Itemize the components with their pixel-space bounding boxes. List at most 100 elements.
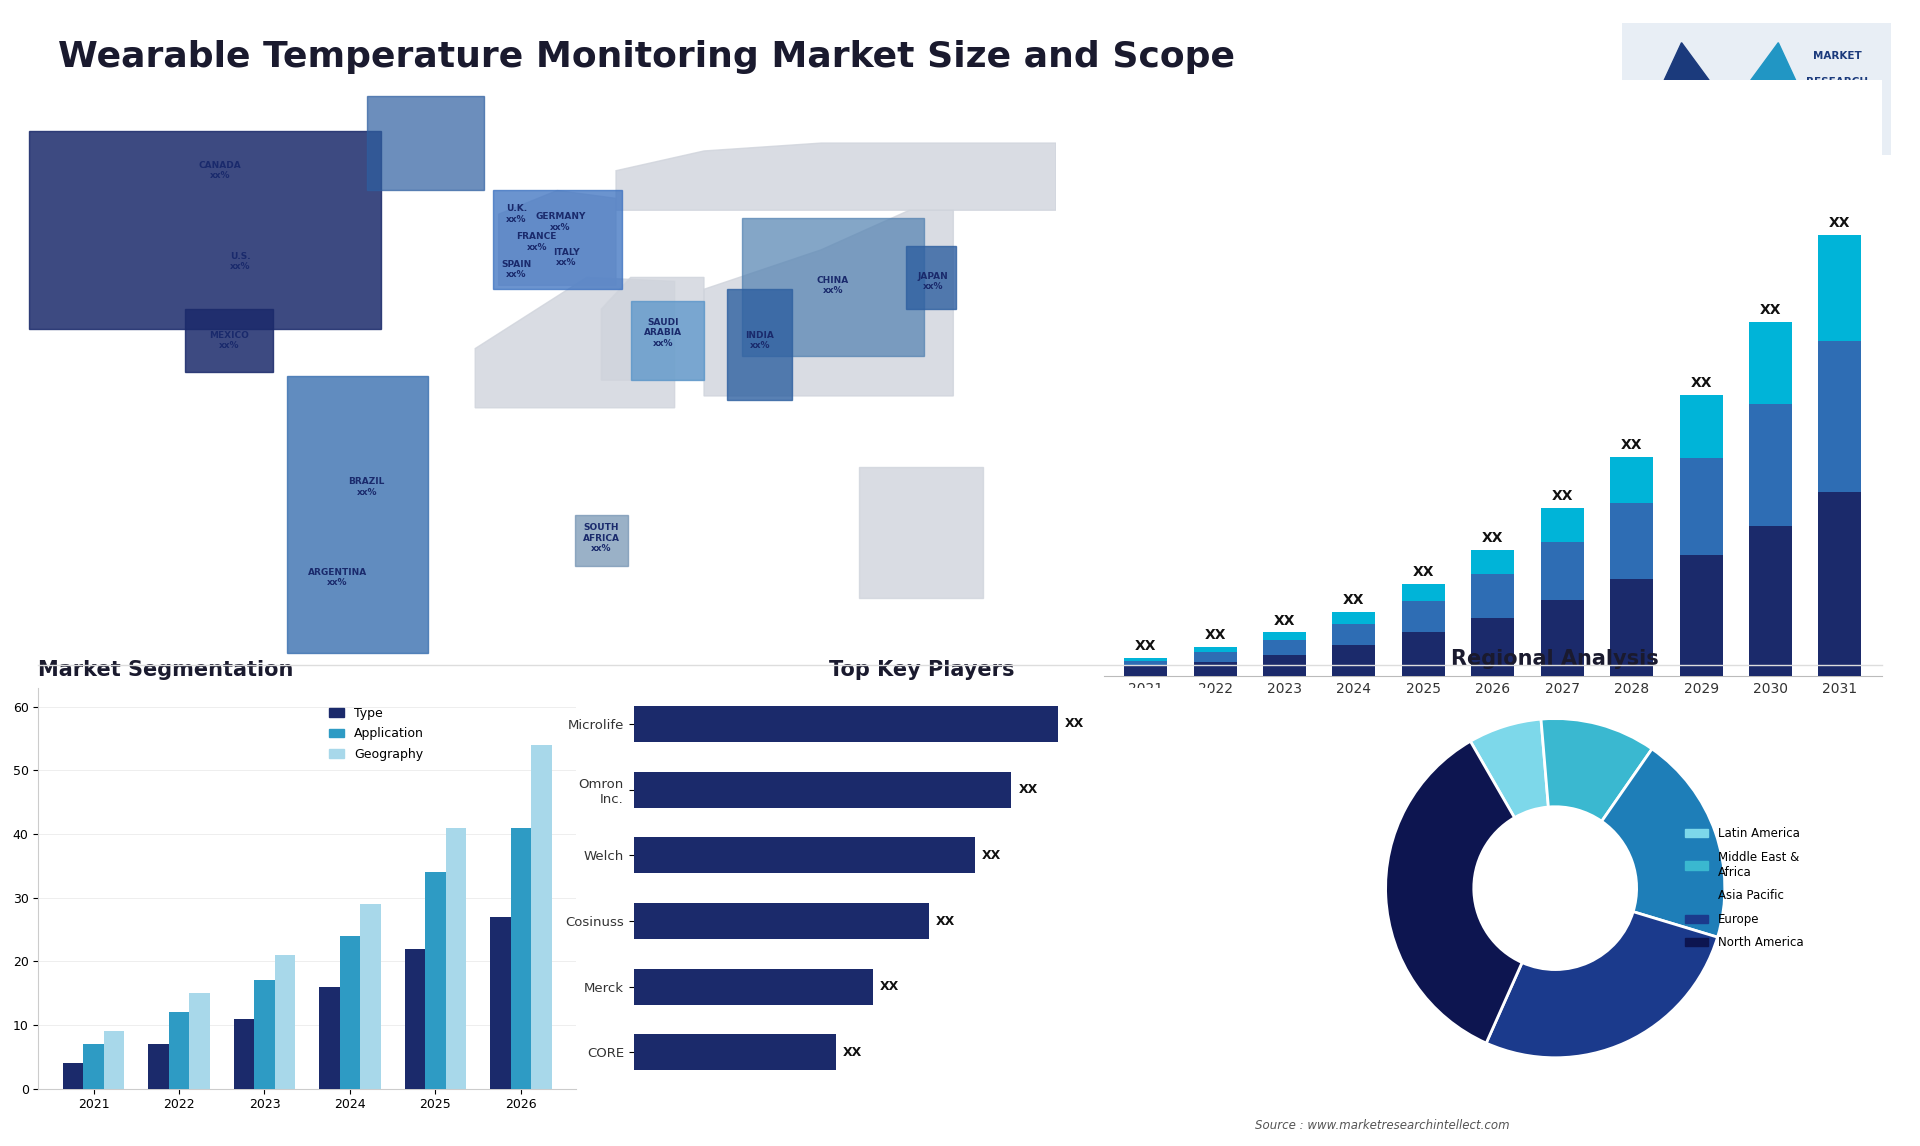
Bar (361, 904, 380, 1089)
Text: XX: XX (879, 980, 899, 994)
Text: Market Segmentation: Market Segmentation (38, 660, 294, 681)
Text: ITALY
xx%: ITALY xx% (553, 248, 580, 267)
Bar (1402, 584, 1446, 602)
Bar (532, 745, 551, 1089)
Bar (1749, 526, 1791, 676)
Text: XX: XX (1064, 717, 1083, 730)
Bar (340, 936, 361, 1089)
Bar (445, 827, 467, 1089)
Bar (1194, 661, 1236, 676)
Text: XX: XX (1620, 438, 1642, 452)
Bar (1749, 405, 1791, 526)
Text: SAUDI
ARABIA
xx%: SAUDI ARABIA xx% (643, 317, 682, 347)
Text: RESEARCH: RESEARCH (1807, 77, 1868, 87)
Legend: Type, Application, Geography: Type, Application, Geography (324, 701, 428, 766)
Text: U.S.
xx%: U.S. xx% (230, 252, 252, 272)
Bar (319, 987, 340, 1089)
Bar (148, 1044, 169, 1089)
Polygon shape (616, 143, 1056, 210)
Bar (104, 1031, 125, 1089)
Bar (234, 1019, 253, 1089)
Bar (511, 827, 532, 1089)
Polygon shape (743, 218, 924, 356)
Text: XX: XX (981, 849, 1000, 862)
Polygon shape (29, 131, 382, 329)
Polygon shape (1730, 42, 1824, 142)
Bar (634, 903, 929, 939)
Text: XX: XX (1690, 376, 1713, 390)
Text: XX: XX (1761, 304, 1782, 317)
Polygon shape (906, 245, 956, 309)
Bar (1680, 458, 1722, 555)
Polygon shape (184, 309, 273, 372)
Polygon shape (630, 301, 705, 380)
Bar (1123, 667, 1167, 676)
Bar (1332, 612, 1375, 623)
Bar (1611, 579, 1653, 676)
Text: GERMANY
xx%: GERMANY xx% (536, 212, 586, 231)
Text: SOUTH
AFRICA
xx%: SOUTH AFRICA xx% (584, 524, 620, 554)
Wedge shape (1471, 720, 1548, 817)
Bar (1818, 235, 1862, 342)
Bar (1818, 342, 1862, 492)
Bar (1540, 601, 1584, 676)
Wedge shape (1386, 741, 1523, 1043)
Polygon shape (476, 277, 674, 408)
Text: U.K.
xx%: U.K. xx% (505, 204, 526, 223)
Text: MEXICO
xx%: MEXICO xx% (209, 331, 250, 351)
Title: Top Key Players: Top Key Players (829, 660, 1014, 681)
Bar (634, 838, 975, 873)
Polygon shape (601, 277, 705, 380)
Text: Source : www.marketresearchintellect.com: Source : www.marketresearchintellect.com (1256, 1118, 1509, 1132)
Text: XX: XX (1018, 783, 1037, 796)
Text: INDIA
xx%: INDIA xx% (745, 331, 774, 351)
Bar (1471, 618, 1515, 676)
Bar (1263, 641, 1306, 654)
Bar (275, 955, 296, 1089)
Bar (634, 1035, 837, 1070)
Bar (1194, 652, 1236, 661)
Legend: Latin America, Middle East &
Africa, Asia Pacific, Europe, North America: Latin America, Middle East & Africa, Asi… (1680, 822, 1809, 955)
Polygon shape (705, 210, 954, 397)
Bar (1402, 602, 1446, 633)
Bar (1749, 322, 1791, 405)
Text: FRANCE
xx%: FRANCE xx% (516, 233, 557, 251)
Text: XX: XX (1135, 638, 1156, 653)
Polygon shape (860, 468, 983, 597)
Wedge shape (1486, 912, 1718, 1058)
Text: CHINA
xx%: CHINA xx% (816, 276, 849, 295)
Polygon shape (499, 190, 616, 285)
Bar (1332, 623, 1375, 645)
Bar (1471, 550, 1515, 574)
Text: XX: XX (935, 915, 954, 927)
Text: XX: XX (1830, 215, 1851, 230)
Title: Regional Analysis: Regional Analysis (1452, 649, 1659, 669)
Bar (1194, 647, 1236, 652)
Bar (490, 917, 511, 1089)
Text: JAPAN
xx%: JAPAN xx% (918, 272, 948, 291)
Text: Wearable Temperature Monitoring Market Size and Scope: Wearable Temperature Monitoring Market S… (58, 40, 1235, 74)
Polygon shape (574, 515, 628, 566)
Text: XX: XX (1482, 531, 1503, 545)
Bar (1402, 633, 1446, 676)
Bar (63, 1063, 83, 1089)
Text: INTELLECT: INTELLECT (1811, 104, 1864, 113)
Text: SPAIN
xx%: SPAIN xx% (501, 260, 532, 280)
Text: BRAZIL
xx%: BRAZIL xx% (348, 477, 384, 496)
Bar (424, 872, 445, 1089)
Bar (1540, 509, 1584, 542)
Text: XX: XX (1551, 489, 1572, 503)
Text: XX: XX (1273, 613, 1296, 628)
Polygon shape (493, 190, 622, 289)
Wedge shape (1542, 719, 1651, 822)
Polygon shape (288, 376, 428, 653)
Text: ARGENTINA
xx%: ARGENTINA xx% (307, 568, 367, 588)
Bar (253, 981, 275, 1089)
Bar (405, 949, 424, 1089)
Bar (1611, 457, 1653, 503)
Bar (1611, 503, 1653, 579)
Polygon shape (728, 289, 791, 400)
Bar (634, 968, 874, 1005)
Bar (634, 771, 1012, 808)
Bar (1818, 492, 1862, 676)
